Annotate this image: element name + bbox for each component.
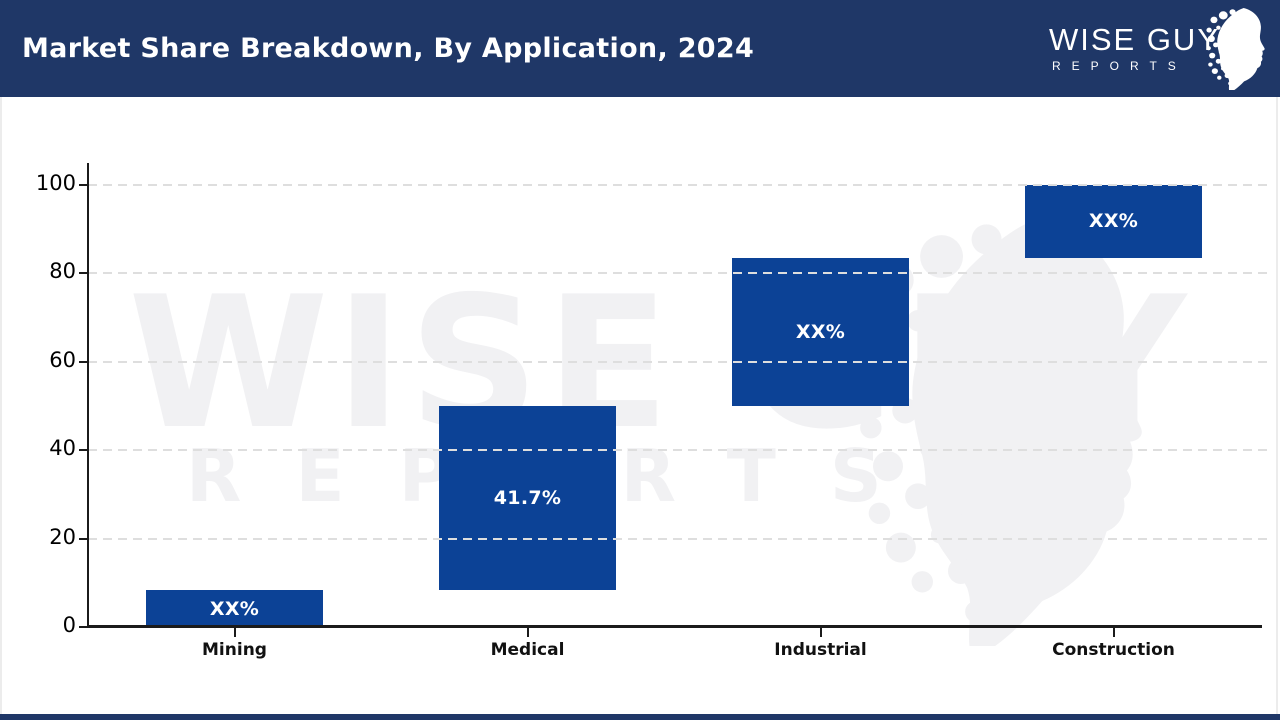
gridline-20 <box>88 537 1270 540</box>
footer-bar <box>0 714 1280 720</box>
page-title: Market Share Breakdown, By Application, … <box>22 33 755 64</box>
y-tick-label: 20 <box>49 524 76 549</box>
logo-wordmark: WISE GUY <box>1048 22 1220 57</box>
logo-text: WISE GUY REPORTS <box>1049 24 1220 73</box>
x-axis-label: Industrial <box>774 640 867 660</box>
x-tick <box>819 628 822 637</box>
x-axis-label: Medical <box>490 640 565 660</box>
x-tick <box>526 628 529 637</box>
x-axis-label: Construction <box>1052 640 1175 660</box>
y-tick <box>79 449 87 451</box>
x-tick <box>233 628 236 637</box>
logo-subtitle: REPORTS <box>1051 59 1187 73</box>
y-tick-label: 60 <box>49 347 76 372</box>
y-tick-label: 80 <box>49 259 76 283</box>
y-tick <box>79 183 87 186</box>
bar-construction: XX% <box>1025 184 1202 259</box>
y-tick-label: 100 <box>35 170 76 195</box>
gridline-100 <box>88 183 1270 186</box>
gridline-40 <box>88 449 1270 451</box>
right-edge-line <box>1276 97 1278 714</box>
y-tick-label: 40 <box>49 436 76 460</box>
bar-medical: 41.7% <box>439 405 616 591</box>
y-tick <box>79 626 87 628</box>
gridline-60 <box>88 360 1270 363</box>
x-axis-label: Mining <box>202 640 267 660</box>
bar-value-label: XX% <box>1088 210 1139 233</box>
y-tick <box>79 537 87 540</box>
gridline-80 <box>88 272 1270 274</box>
bar-value-label: 41.7% <box>493 487 562 509</box>
bar-value-label: XX% <box>795 321 846 344</box>
y-tick <box>79 360 87 363</box>
y-axis-line <box>87 163 89 628</box>
y-tick-label: 0 <box>62 613 76 637</box>
bar-industrial: XX% <box>732 258 909 406</box>
wiseguy-logo: WISE GUY REPORTS <box>1049 8 1280 90</box>
bar-value-label: XX% <box>209 597 260 620</box>
x-axis-line <box>87 625 1262 628</box>
left-edge-line <box>0 97 2 714</box>
bar-mining: XX% <box>146 590 323 627</box>
logo-face-icon <box>1206 8 1268 90</box>
y-tick <box>79 272 87 274</box>
x-tick <box>1112 628 1115 637</box>
header-bar: Market Share Breakdown, By Application, … <box>0 0 1280 97</box>
